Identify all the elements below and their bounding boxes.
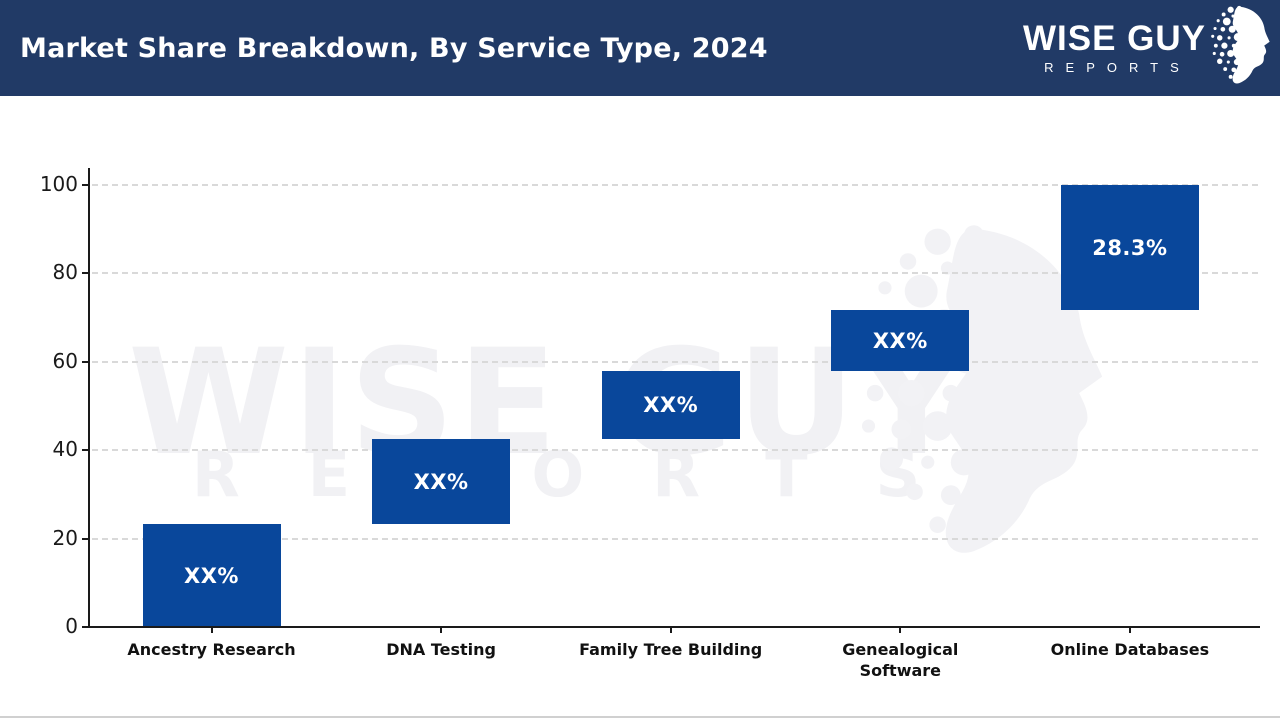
x-tick-mark bbox=[1128, 627, 1131, 633]
y-tick-mark bbox=[82, 272, 90, 275]
y-axis bbox=[88, 168, 90, 628]
bar-segment: 28.3% bbox=[1060, 185, 1199, 311]
y-tick-label: 60 bbox=[52, 348, 78, 373]
bar-segment: XX% bbox=[601, 371, 740, 439]
bar-value-label: 28.3% bbox=[1092, 235, 1168, 260]
page-title: Market Share Breakdown, By Service Type,… bbox=[20, 32, 768, 64]
y-tick-mark bbox=[82, 184, 90, 186]
brand-logo: WISE GUY REPORTS bbox=[1023, 5, 1272, 91]
bar-value-label: XX% bbox=[413, 469, 469, 494]
category-label: Family Tree Building bbox=[579, 640, 763, 659]
gridline-100 bbox=[92, 184, 1258, 186]
header: Market Share Breakdown, By Service Type,… bbox=[0, 0, 1280, 96]
x-tick-mark bbox=[440, 627, 443, 633]
watermark-wordmark: WISE GUY bbox=[128, 318, 968, 488]
bar-value-label: XX% bbox=[184, 563, 239, 588]
gridline-20 bbox=[92, 537, 1258, 540]
gridline-60 bbox=[92, 360, 1258, 363]
bar-value-label: XX% bbox=[872, 328, 928, 353]
logo-wordmark: WISE GUY bbox=[1022, 19, 1206, 58]
logo-text: WISE GUY REPORTS bbox=[1023, 21, 1206, 75]
y-tick-label: 0 bbox=[65, 614, 78, 638]
y-tick-mark bbox=[82, 537, 90, 540]
bar-segment: XX% bbox=[142, 524, 281, 627]
bar-segment: XX% bbox=[372, 438, 511, 525]
category-label: Online Databases bbox=[1050, 640, 1210, 659]
logo-subtitle: REPORTS bbox=[1044, 60, 1191, 75]
y-tick-mark bbox=[82, 626, 90, 628]
gridline-40 bbox=[92, 449, 1258, 452]
x-axis bbox=[88, 626, 1260, 628]
category-label: Genealogical Software bbox=[842, 640, 959, 680]
category-label: DNA Testing bbox=[386, 640, 496, 659]
y-tick-label: 100 bbox=[39, 172, 78, 196]
x-tick-mark bbox=[669, 627, 672, 633]
category-label: Ancestry Research bbox=[127, 640, 296, 659]
y-tick-mark bbox=[82, 449, 90, 452]
gridline-80 bbox=[92, 272, 1258, 275]
bar-value-label: XX% bbox=[643, 392, 699, 417]
y-tick-label: 20 bbox=[52, 525, 78, 550]
y-tick-label: 40 bbox=[52, 437, 78, 462]
y-tick-mark bbox=[82, 360, 90, 363]
bar-segment: XX% bbox=[831, 310, 970, 372]
y-tick-label: 80 bbox=[52, 260, 78, 285]
bottom-divider bbox=[0, 716, 1280, 718]
x-tick-mark bbox=[899, 627, 902, 633]
x-tick-mark bbox=[210, 627, 213, 633]
